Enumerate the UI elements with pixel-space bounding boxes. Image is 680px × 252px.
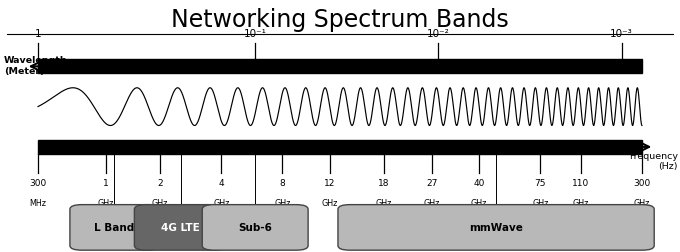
FancyBboxPatch shape <box>202 205 308 250</box>
Text: GHz: GHz <box>424 198 440 207</box>
FancyBboxPatch shape <box>135 205 226 250</box>
Text: GHz: GHz <box>376 198 392 207</box>
Text: GHz: GHz <box>274 198 290 207</box>
Text: mmWave: mmWave <box>469 223 523 233</box>
Text: GHz: GHz <box>98 198 114 207</box>
Text: GHz: GHz <box>573 198 589 207</box>
Text: 12: 12 <box>324 178 335 187</box>
FancyBboxPatch shape <box>338 205 654 250</box>
Text: 2: 2 <box>157 178 163 187</box>
Text: Networking Spectrum Bands: Networking Spectrum Bands <box>171 8 509 32</box>
Text: 1: 1 <box>35 29 41 39</box>
FancyBboxPatch shape <box>70 205 159 250</box>
Text: L Band: L Band <box>95 223 135 233</box>
Text: 300: 300 <box>633 178 651 187</box>
Text: Sub-6: Sub-6 <box>238 223 272 233</box>
Text: 1: 1 <box>103 178 109 187</box>
Text: 10⁻²: 10⁻² <box>427 29 449 39</box>
Text: MHz: MHz <box>29 198 46 207</box>
Text: 75: 75 <box>534 178 546 187</box>
Bar <box>38 60 642 74</box>
Text: 4G LTE: 4G LTE <box>161 223 200 233</box>
Text: GHz: GHz <box>213 198 229 207</box>
Text: GHz: GHz <box>322 198 338 207</box>
Text: 8: 8 <box>279 178 285 187</box>
Text: 10⁻¹: 10⁻¹ <box>243 29 267 39</box>
Text: Wavelength
(Meter): Wavelength (Meter) <box>4 56 68 76</box>
Text: GHz: GHz <box>471 198 488 207</box>
Text: 10⁻³: 10⁻³ <box>610 29 633 39</box>
Text: 300: 300 <box>29 178 47 187</box>
Text: GHz: GHz <box>634 198 650 207</box>
Text: 27: 27 <box>426 178 437 187</box>
Bar <box>38 140 642 154</box>
Text: GHz: GHz <box>152 198 169 207</box>
Text: 40: 40 <box>473 178 485 187</box>
Text: 110: 110 <box>573 178 590 187</box>
Text: Frequency
(Hz): Frequency (Hz) <box>629 151 678 171</box>
Text: GHz: GHz <box>532 198 548 207</box>
Text: 18: 18 <box>378 178 390 187</box>
Text: 4: 4 <box>218 178 224 187</box>
